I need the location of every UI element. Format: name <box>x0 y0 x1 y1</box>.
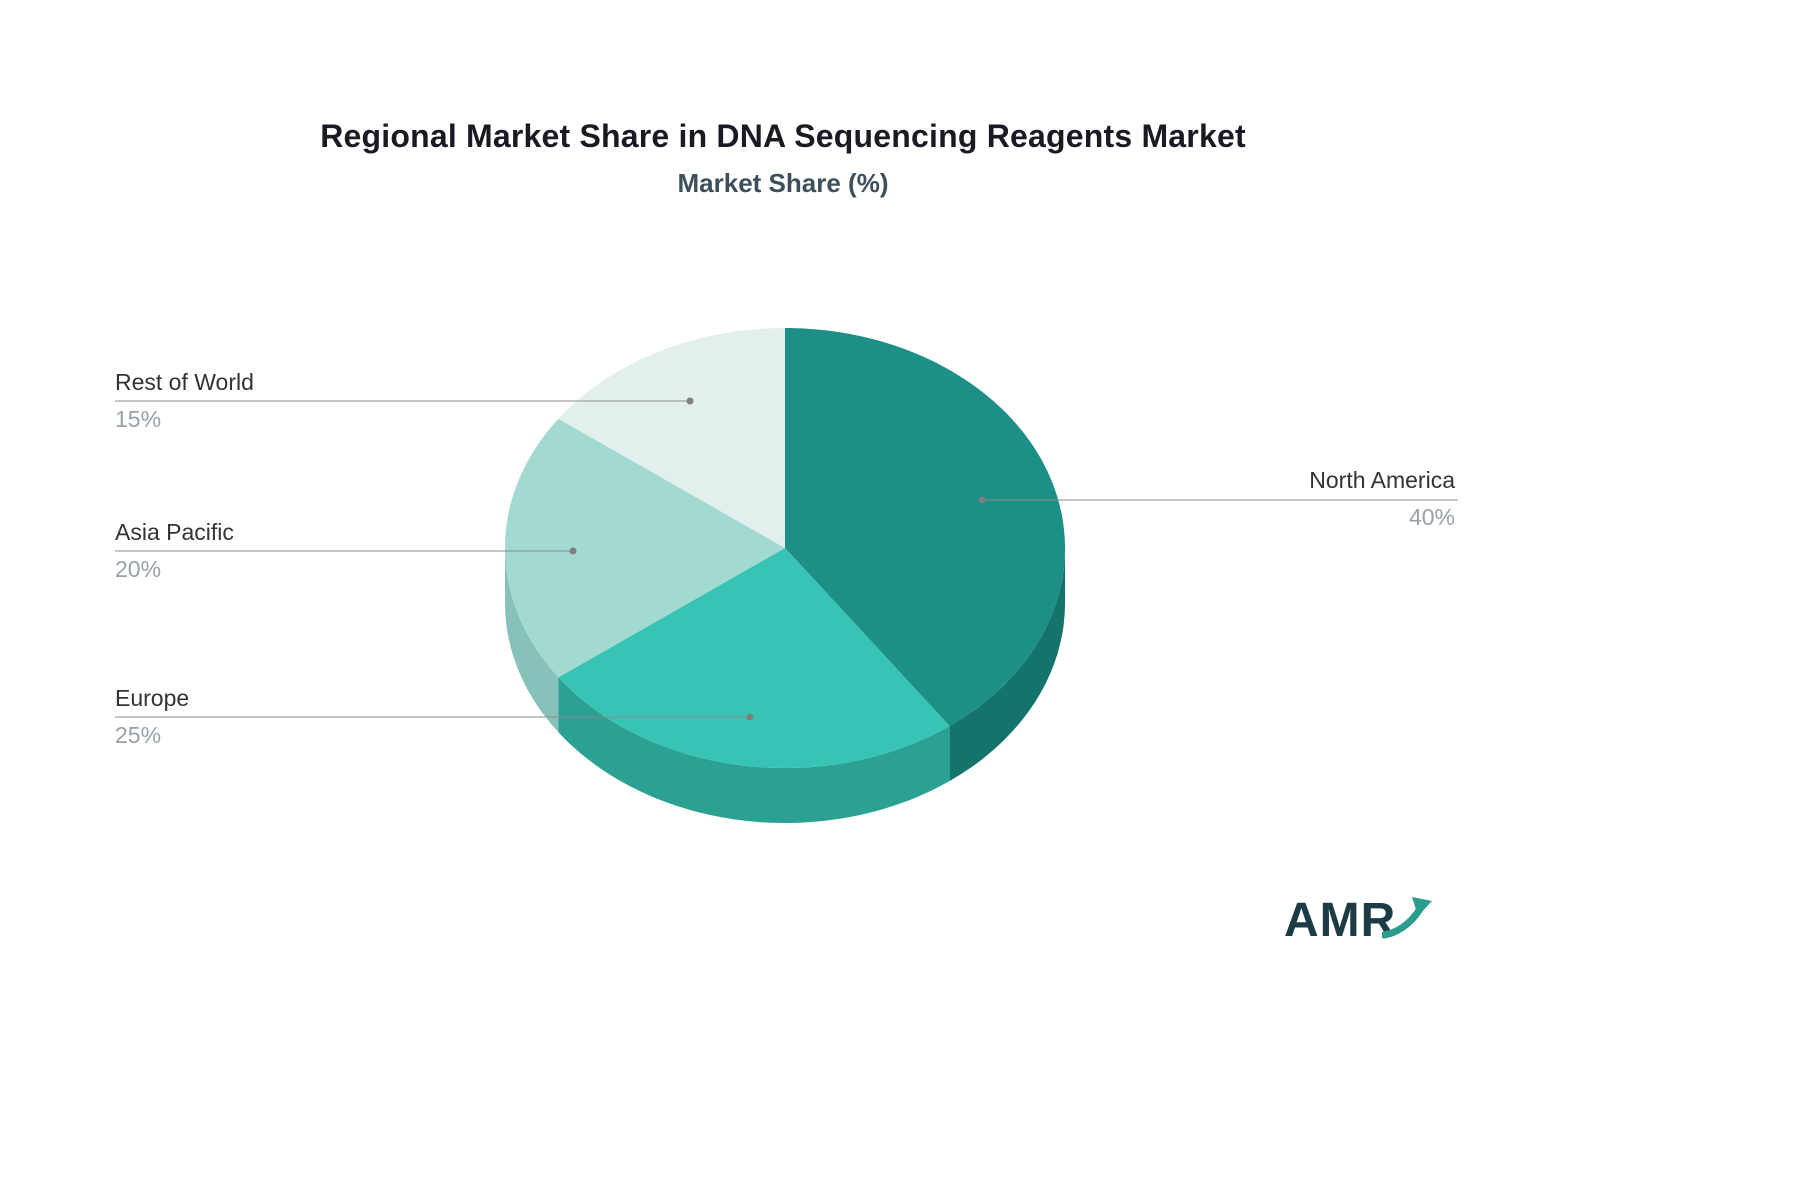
slice-value-rest-of-world: 15% <box>115 406 162 432</box>
pie-slice-rest-of-world[interactable] <box>558 328 786 548</box>
slice-label-asia-pacific: Asia Pacific <box>115 519 234 545</box>
pie-slice-north-america[interactable] <box>785 328 1065 726</box>
slice-label-rest-of-world: Rest of World <box>115 369 254 395</box>
slice-label-europe: Europe <box>115 685 190 711</box>
pie-slice-side-north-america <box>949 548 1065 781</box>
chart-subtitle: Market Share (%) <box>677 168 889 198</box>
slice-value-asia-pacific: 20% <box>115 556 162 582</box>
slice-value-europe: 25% <box>115 722 162 748</box>
pie-slice-side-asia-pacific <box>505 548 559 733</box>
pie-slice-side-europe <box>558 677 950 823</box>
slice-value-north-america: 40% <box>1408 504 1455 530</box>
amr-logo-text: AMR <box>1284 894 1397 947</box>
amr-logo: AMR <box>1284 897 1434 946</box>
growth-arrow-icon <box>1380 895 1434 946</box>
leader-dot-rest-of-world <box>686 397 694 405</box>
chart-title: Regional Market Share in DNA Sequencing … <box>320 118 1246 154</box>
leader-dot-asia-pacific <box>569 547 577 555</box>
slice-label-north-america: North America <box>1309 467 1455 493</box>
pie-slice-europe[interactable] <box>558 548 950 768</box>
leader-dot-north-america <box>978 496 986 504</box>
leader-dot-europe <box>746 713 754 721</box>
pie-slice-asia-pacific[interactable] <box>505 418 785 678</box>
